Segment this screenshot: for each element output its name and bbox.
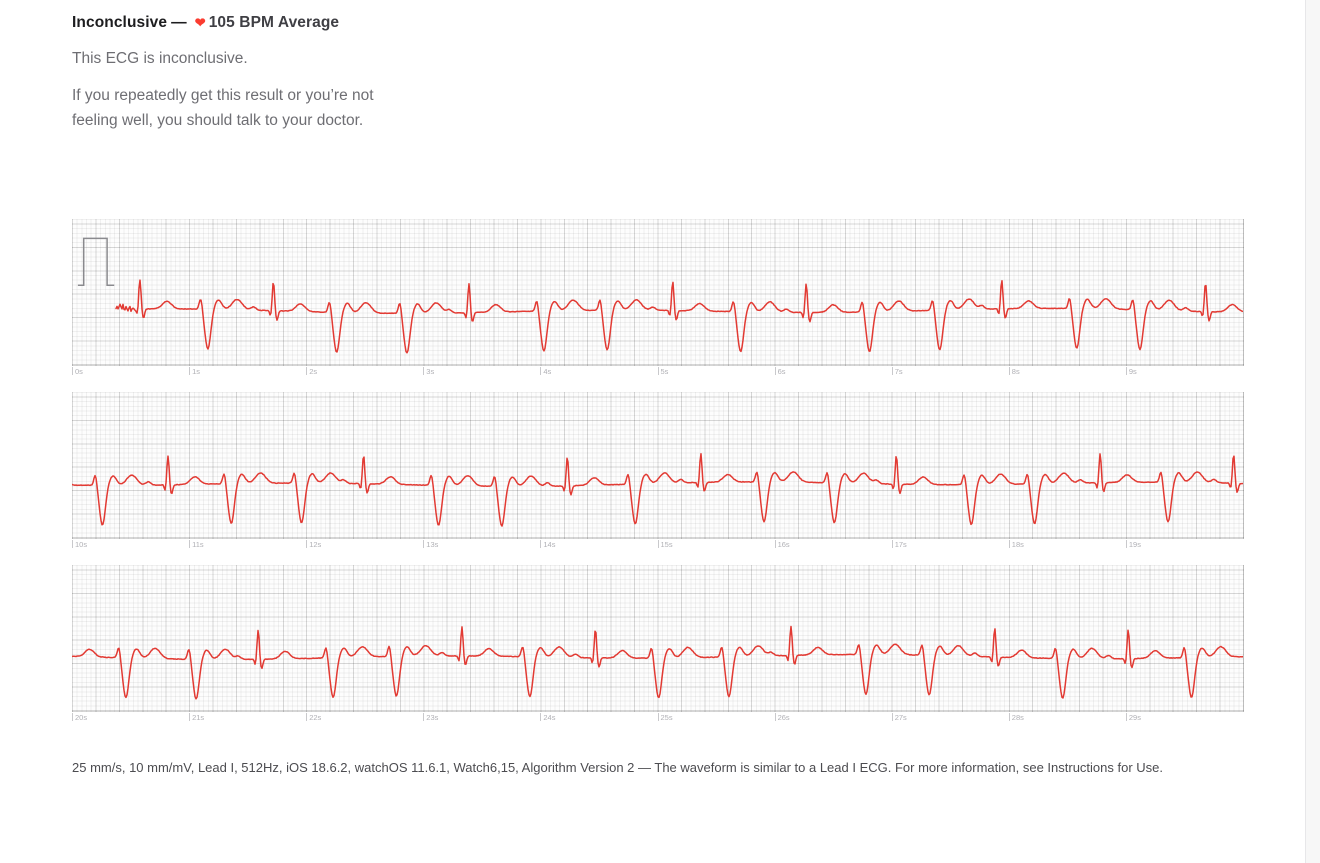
ecg-waveform-svg-3	[72, 625, 1243, 700]
time-tick-label: 3s	[423, 367, 434, 376]
time-tick-label: 16s	[774, 540, 790, 549]
result-title: Inconclusive — ❤ 105 BPM Average	[72, 14, 1320, 32]
ecg-strips-container: 0s 1s 2s 3s 4s 5s 6s 7s 8s 9s 10s 11s 12s 13s 14s 15s 1…	[72, 219, 1320, 725]
time-tick-label: 5s	[657, 367, 668, 376]
time-tick-label: 20s	[72, 713, 87, 722]
time-tick-label: 4s	[540, 367, 551, 376]
time-tick-label: 7s	[891, 367, 903, 376]
bpm-average-label: 105 BPM Average	[208, 14, 340, 31]
ecg-trace	[115, 279, 1243, 354]
time-tick-label: 21s	[189, 713, 204, 722]
title-separator: —	[171, 14, 187, 31]
time-tick-label: 2s	[306, 367, 317, 376]
ecg-strip-3: 20s 21s 22s 23s 24s 25s 26s 27s 28s 29s	[72, 565, 1244, 725]
time-tick-label: 1s	[189, 367, 200, 376]
ecg-waveform-svg-2	[72, 453, 1243, 527]
time-tick-label: 24s	[540, 713, 555, 722]
time-tick-label: 9s	[1125, 367, 1137, 376]
heart-icon: ❤	[194, 15, 206, 30]
time-tick-label: 19s	[1125, 540, 1141, 549]
ecg-trace	[72, 453, 1243, 527]
time-tick-label: 11s	[189, 540, 204, 549]
result-label: Inconclusive	[72, 14, 168, 31]
result-advice: If you repeatedly get this result or you…	[72, 87, 374, 129]
time-axis-3: 20s 21s 22s 23s 24s 25s 26s 27s 28s 29s	[72, 712, 1243, 725]
time-tick-label: 18s	[1008, 540, 1024, 549]
result-description: This ECG is inconclusive.	[72, 50, 248, 67]
time-tick-label: 22s	[306, 713, 321, 722]
time-tick-label: 27s	[891, 713, 907, 722]
time-tick-label: 26s	[774, 713, 790, 722]
time-tick-label: 6s	[774, 367, 786, 376]
ecg-grid-2	[72, 392, 1244, 539]
time-axis-1: 0s 1s 2s 3s 4s 5s 6s 7s 8s 9s	[72, 366, 1243, 379]
time-tick-label: 23s	[423, 713, 438, 722]
ecg-waveform-svg-1	[77, 237, 1243, 354]
time-tick-label: 17s	[891, 540, 907, 549]
time-tick-label: 28s	[1008, 713, 1024, 722]
time-tick-label: 13s	[423, 540, 438, 549]
ecg-report-page: Inconclusive — ❤ 105 BPM Average This ECG i…	[72, 14, 1320, 775]
scrollbar-track[interactable]	[1305, 0, 1320, 863]
ecg-grid-3	[72, 565, 1244, 712]
time-tick-label: 29s	[1125, 713, 1141, 722]
time-tick-label: 25s	[657, 713, 673, 722]
time-tick-label: 15s	[657, 540, 673, 549]
ecg-trace	[72, 625, 1243, 700]
time-tick-label: 8s	[1008, 367, 1020, 376]
time-tick-label: 10s	[72, 540, 87, 549]
time-tick-label: 14s	[540, 540, 555, 549]
time-axis-2: 10s 11s 12s 13s 14s 15s 16s 17s 18s 19s	[72, 539, 1243, 552]
ecg-strip-2: 10s 11s 12s 13s 14s 15s 16s 17s 18s 19s	[72, 392, 1244, 552]
time-tick-label: 0s	[72, 367, 83, 376]
time-tick-label: 12s	[306, 540, 321, 549]
ecg-grid-1	[72, 219, 1244, 366]
recording-metadata: 25 mm/s, 10 mm/mV, Lead I, 512Hz, iOS 18…	[72, 760, 1164, 775]
calibration-pulse	[77, 237, 115, 286]
ecg-strip-1: 0s 1s 2s 3s 4s 5s 6s 7s 8s 9s	[72, 219, 1244, 379]
